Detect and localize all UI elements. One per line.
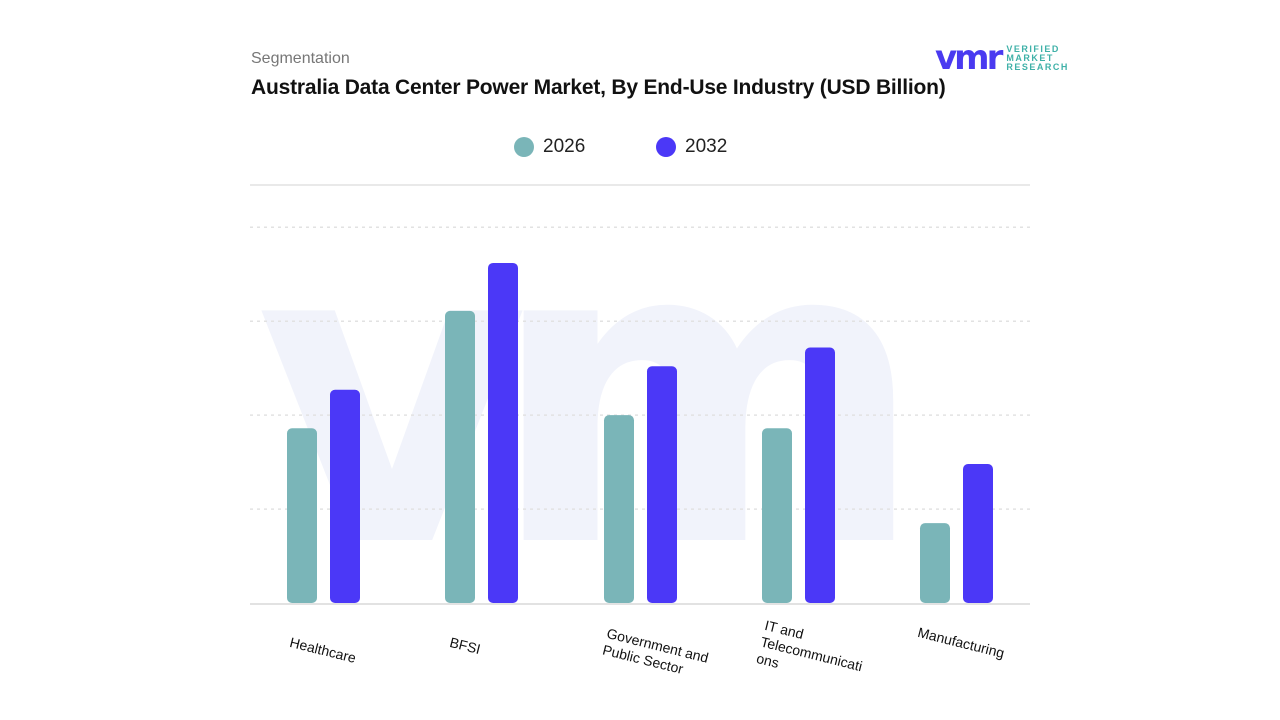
bar-2026-1 bbox=[445, 310, 475, 603]
bar-2032-3 bbox=[805, 347, 835, 603]
bar-2026-4 bbox=[920, 523, 950, 603]
legend-swatch bbox=[514, 137, 534, 157]
bar-2026-2 bbox=[604, 415, 634, 603]
logo-line: VERIFIED bbox=[1006, 43, 1060, 54]
bar-2032-2 bbox=[647, 366, 677, 603]
segment-label: Segmentation bbox=[251, 50, 350, 67]
chart-title: Australia Data Center Power Market, By E… bbox=[251, 76, 946, 99]
legend-item-2026: 2026 bbox=[514, 136, 585, 158]
legend-item-2032: 2032 bbox=[656, 136, 727, 158]
logo-mark: vmr bbox=[935, 38, 1003, 78]
logo: vmr VERIFIED MARKET RESEARCH bbox=[935, 38, 1069, 78]
legend-swatch bbox=[656, 137, 676, 157]
bar-2032-0 bbox=[330, 389, 360, 603]
logo-text: VERIFIED MARKET RESEARCH bbox=[1006, 43, 1069, 72]
bar-2026-0 bbox=[287, 428, 317, 603]
legend-label: 2026 bbox=[543, 136, 586, 157]
bar-2032-1 bbox=[488, 262, 518, 603]
logo-line: RESEARCH bbox=[1006, 61, 1069, 72]
logo-line: MARKET bbox=[1006, 52, 1054, 63]
bar-2032-4 bbox=[963, 463, 993, 603]
legend-label: 2032 bbox=[685, 136, 728, 157]
bar-2026-3 bbox=[762, 428, 792, 603]
